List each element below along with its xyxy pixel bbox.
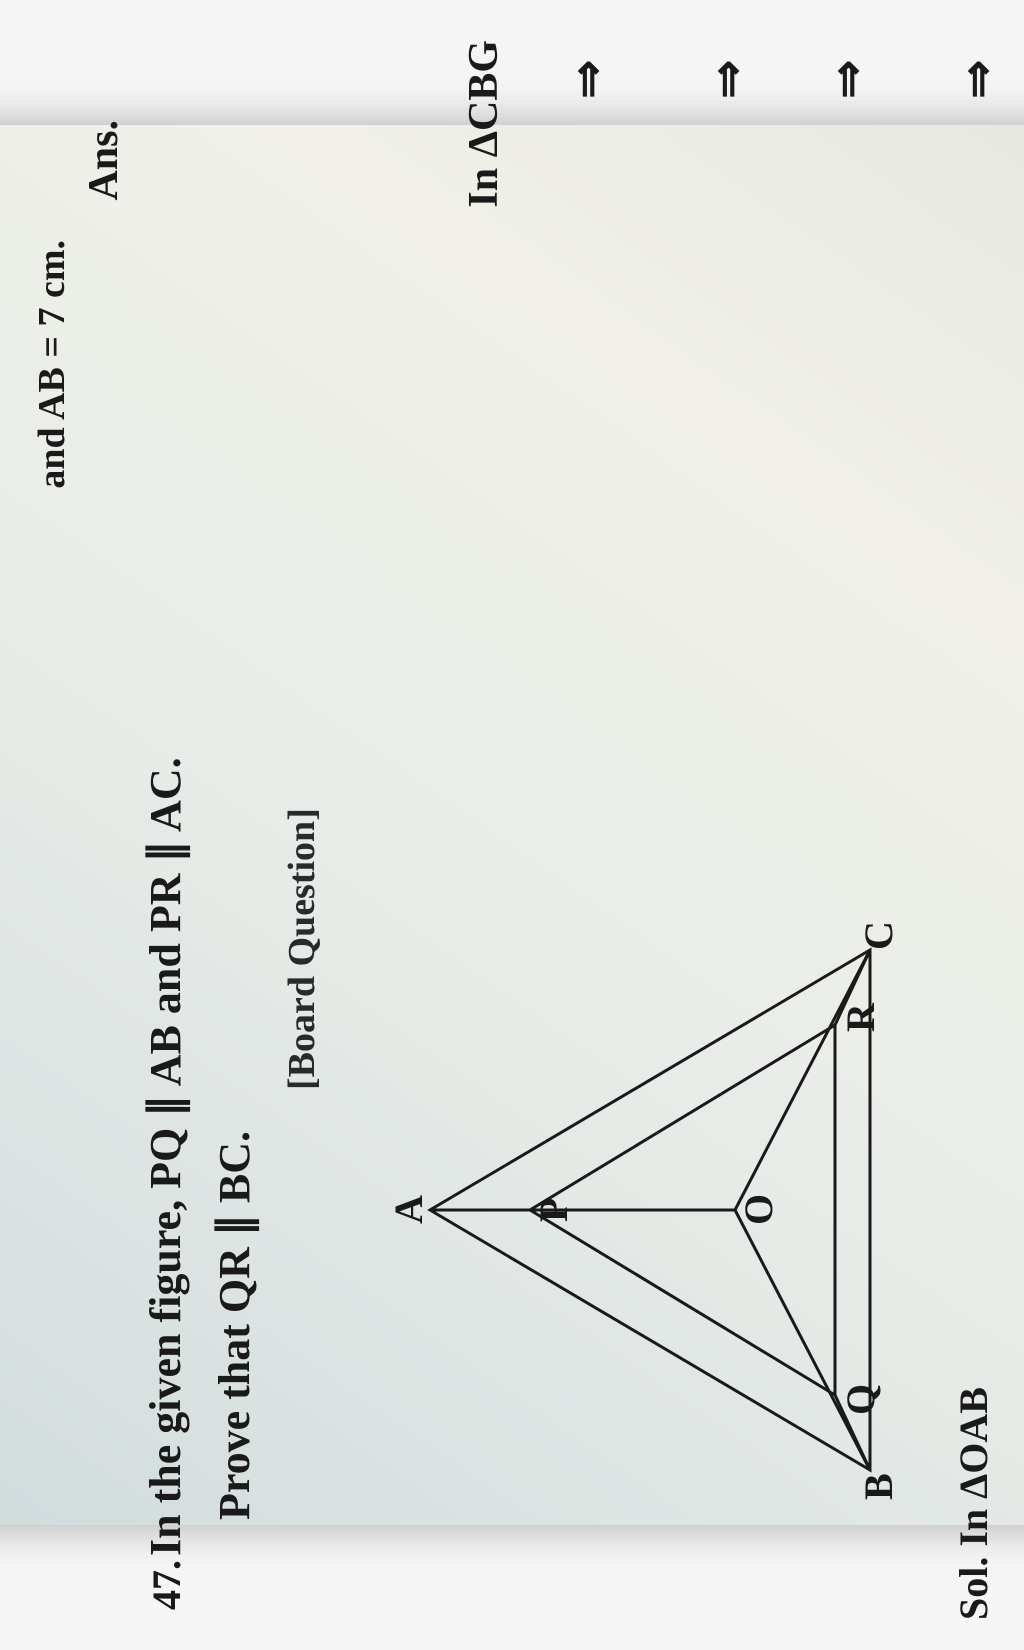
solution-label: Sol. In ΔOAB	[950, 1387, 997, 1620]
label-p: P	[530, 1198, 577, 1222]
arrow-3: ⇒	[820, 60, 874, 99]
board-question-tag: [Board Question]	[280, 510, 324, 1090]
label-q: Q	[837, 1384, 884, 1415]
arrow-1: ⇒	[560, 60, 614, 99]
answer-label: Ans.	[80, 120, 128, 201]
label-o: O	[735, 1194, 782, 1225]
question-number: 47.	[144, 1560, 189, 1610]
label-r: R	[837, 1003, 884, 1032]
arrow-2: ⇒	[700, 60, 754, 99]
question-line-1: 47. In the given figure, PQ ∥ AB and PR …	[140, 510, 191, 1610]
question-text-2: Prove that QR ∥ BC.	[209, 510, 260, 1520]
triangle-svg	[400, 910, 920, 1510]
label-a: A	[385, 1195, 432, 1224]
top-fragment-text: and AB = 7 cm.	[30, 240, 74, 489]
question-block: 47. In the given figure, PQ ∥ AB and PR …	[140, 510, 324, 1610]
triangle-figure: A B C P Q R O	[400, 910, 920, 1510]
arrow-4: ⇒	[950, 60, 1004, 99]
question-text-1: In the given figure, PQ ∥ AB and PR ∥ AC…	[141, 757, 190, 1556]
in-triangle-cbg: In ΔCBG	[460, 40, 508, 208]
label-b: B	[855, 1473, 902, 1500]
label-c: C	[855, 921, 902, 950]
